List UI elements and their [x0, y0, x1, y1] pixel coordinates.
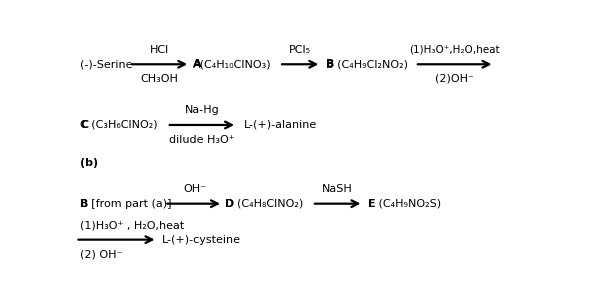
Text: E: E — [368, 199, 376, 209]
Text: (2) OH⁻: (2) OH⁻ — [80, 249, 123, 259]
Text: A: A — [193, 59, 201, 69]
Text: (2)OH⁻: (2)OH⁻ — [435, 74, 474, 84]
Text: B: B — [80, 199, 89, 209]
Text: C: C — [80, 120, 88, 130]
Text: B: B — [326, 59, 334, 69]
Text: (1)H₃O⁺ , H₂O,heat: (1)H₃O⁺ , H₂O,heat — [80, 220, 184, 230]
Text: A(C₄H₁₀ClNO₃): A(C₄H₁₀ClNO₃) — [193, 59, 271, 69]
Text: D: D — [225, 199, 234, 209]
Text: (1)H₃O⁺,H₂O,heat: (1)H₃O⁺,H₂O,heat — [410, 45, 500, 55]
Text: HCl: HCl — [150, 45, 169, 55]
Text: (b): (b) — [80, 158, 98, 168]
Text: C (C₃H₆ClNO₂): C (C₃H₆ClNO₂) — [80, 120, 158, 130]
Text: Na-Hg: Na-Hg — [184, 105, 219, 115]
Text: dilude H₃O⁺: dilude H₃O⁺ — [169, 135, 235, 145]
Text: B [from part (a)]: B [from part (a)] — [80, 199, 172, 209]
Text: NaSH: NaSH — [323, 184, 353, 194]
Text: OH⁻: OH⁻ — [184, 184, 207, 194]
Text: L-(+)-cysteine: L-(+)-cysteine — [162, 235, 241, 245]
Text: (-)-Serine: (-)-Serine — [80, 59, 133, 69]
Text: B (C₄H₉Cl₂NO₂): B (C₄H₉Cl₂NO₂) — [326, 59, 408, 69]
Text: CH₃OH: CH₃OH — [141, 74, 179, 84]
Text: PCl₅: PCl₅ — [289, 45, 311, 55]
Text: E (C₄H₉NO₂S): E (C₄H₉NO₂S) — [368, 199, 441, 209]
Text: L-(+)-alanine: L-(+)-alanine — [244, 120, 317, 130]
Text: D (C₄H₈ClNO₂): D (C₄H₈ClNO₂) — [225, 199, 304, 209]
